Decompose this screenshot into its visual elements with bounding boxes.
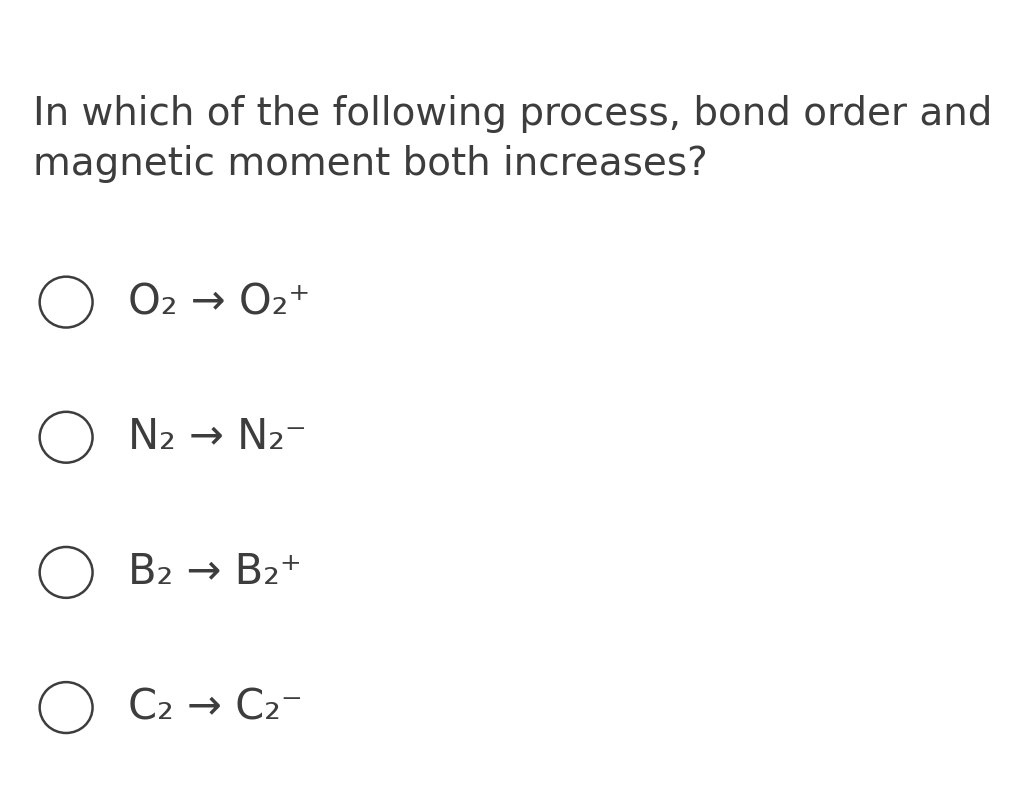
Text: In which of the following process, bond order and
magnetic moment both increases: In which of the following process, bond … xyxy=(33,95,992,184)
Text: N₂ → N₂⁻: N₂ → N₂⁻ xyxy=(128,417,307,458)
Text: O₂ → O₂⁺: O₂ → O₂⁺ xyxy=(128,281,310,323)
Text: B₂ → B₂⁺: B₂ → B₂⁺ xyxy=(128,552,302,593)
Text: C₂ → C₂⁻: C₂ → C₂⁻ xyxy=(128,687,303,728)
